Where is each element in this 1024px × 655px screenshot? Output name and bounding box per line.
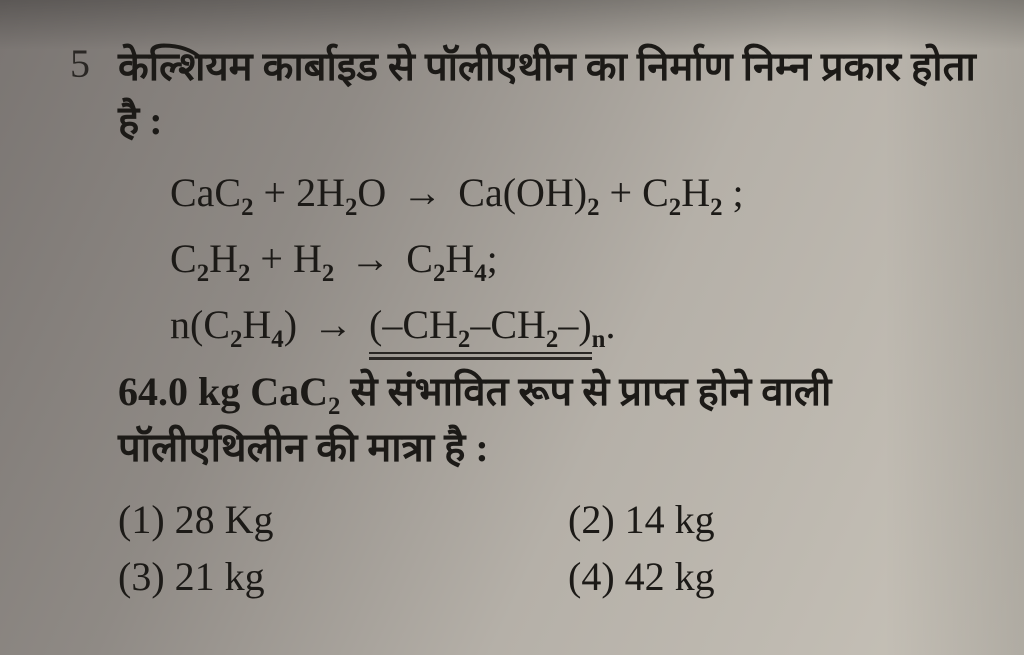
eq3-lhs-sub1: 2 bbox=[230, 326, 242, 353]
equations-block: CaC2 + 2H2O → Ca(OH)2 + C2H2 ; C2H2 + H2… bbox=[170, 162, 994, 356]
eq1-plus-h2o: + 2H bbox=[254, 170, 345, 215]
eq1-plus-c2h2: + C bbox=[600, 170, 669, 215]
eq1-caoh2-sub: 2 bbox=[587, 194, 599, 221]
arrow-icon: → bbox=[307, 294, 359, 356]
eq1-cac2-sub: 2 bbox=[241, 194, 253, 221]
eq2-c2h2-sub2: 2 bbox=[238, 260, 250, 287]
eq3-lhs-mid: H bbox=[242, 302, 271, 347]
eq1-caoh2: Ca(OH) bbox=[458, 170, 587, 215]
eq3-rhs-nsub: n bbox=[592, 326, 606, 353]
option-2[interactable]: (2) 14 kg bbox=[568, 496, 898, 543]
followup-text: 64.0 kg CaC2 से संभावित रूप से प्राप्त ह… bbox=[118, 364, 994, 476]
eq1-c2h2-sub1: 2 bbox=[669, 194, 681, 221]
eq1-c2h2-h: H bbox=[681, 170, 710, 215]
eq3-rhs-mid: –CH bbox=[470, 302, 546, 347]
question-number: 5 bbox=[60, 40, 90, 88]
eq2-c2h4-c: C bbox=[406, 236, 433, 281]
eq2-c2h4-sub2: 4 bbox=[474, 260, 486, 287]
question-row: 5 केल्शियम कार्बाइड से पॉलीएथीन का निर्म… bbox=[60, 40, 994, 148]
eq2-h2-sub: 2 bbox=[322, 260, 334, 287]
eq3-rhs-pre: (–CH bbox=[369, 302, 458, 347]
eq1-h2o-o: O bbox=[357, 170, 386, 215]
followup-sub: 2 bbox=[328, 393, 340, 420]
eq3-rhs-sub2: 2 bbox=[546, 326, 558, 353]
eq3-lhs-post: ) bbox=[284, 302, 297, 347]
eq3-rhs-sub1: 2 bbox=[458, 326, 470, 353]
eq2-c2h4-sub1: 2 bbox=[433, 260, 445, 287]
eq2-c2h2-c: C bbox=[170, 236, 197, 281]
eq3-lhs-sub2: 4 bbox=[271, 326, 283, 353]
eq1-cac2: CaC bbox=[170, 170, 241, 215]
equation-2: C2H2 + H2 → C2H4; bbox=[170, 228, 994, 290]
eq3-end: . bbox=[605, 302, 615, 347]
eq1-end: ; bbox=[723, 170, 744, 215]
equation-3: n(C2H4) → (–CH2–CH2–)n. bbox=[170, 294, 994, 356]
eq3-rhs-post: –) bbox=[558, 302, 591, 347]
question-stem: केल्शियम कार्बाइड से पॉलीएथीन का निर्माण… bbox=[118, 40, 994, 148]
eq1-h2o-sub: 2 bbox=[345, 194, 357, 221]
option-1[interactable]: (1) 28 Kg bbox=[118, 496, 448, 543]
eq2-end: ; bbox=[487, 236, 498, 281]
options-block: (1) 28 Kg (2) 14 kg (3) 21 kg (4) 42 kg bbox=[118, 496, 898, 600]
eq2-c2h2-sub1: 2 bbox=[197, 260, 209, 287]
option-3[interactable]: (3) 21 kg bbox=[118, 553, 448, 600]
eq2-c2h4-h: H bbox=[445, 236, 474, 281]
eq3-lhs-pre: n(C bbox=[170, 302, 230, 347]
eq3-polymer: (–CH2–CH2–) bbox=[369, 294, 592, 356]
equation-1: CaC2 + 2H2O → Ca(OH)2 + C2H2 ; bbox=[170, 162, 994, 224]
question-page: 5 केल्शियम कार्बाइड से पॉलीएथीन का निर्म… bbox=[0, 0, 1024, 655]
eq2-plus-h2: + H bbox=[250, 236, 321, 281]
eq2-c2h2-h: H bbox=[209, 236, 238, 281]
arrow-icon: → bbox=[344, 228, 396, 290]
eq1-c2h2-sub2: 2 bbox=[710, 194, 722, 221]
arrow-icon: → bbox=[396, 162, 448, 224]
followup-pre: 64.0 kg CaC bbox=[118, 369, 328, 414]
option-4[interactable]: (4) 42 kg bbox=[568, 553, 898, 600]
